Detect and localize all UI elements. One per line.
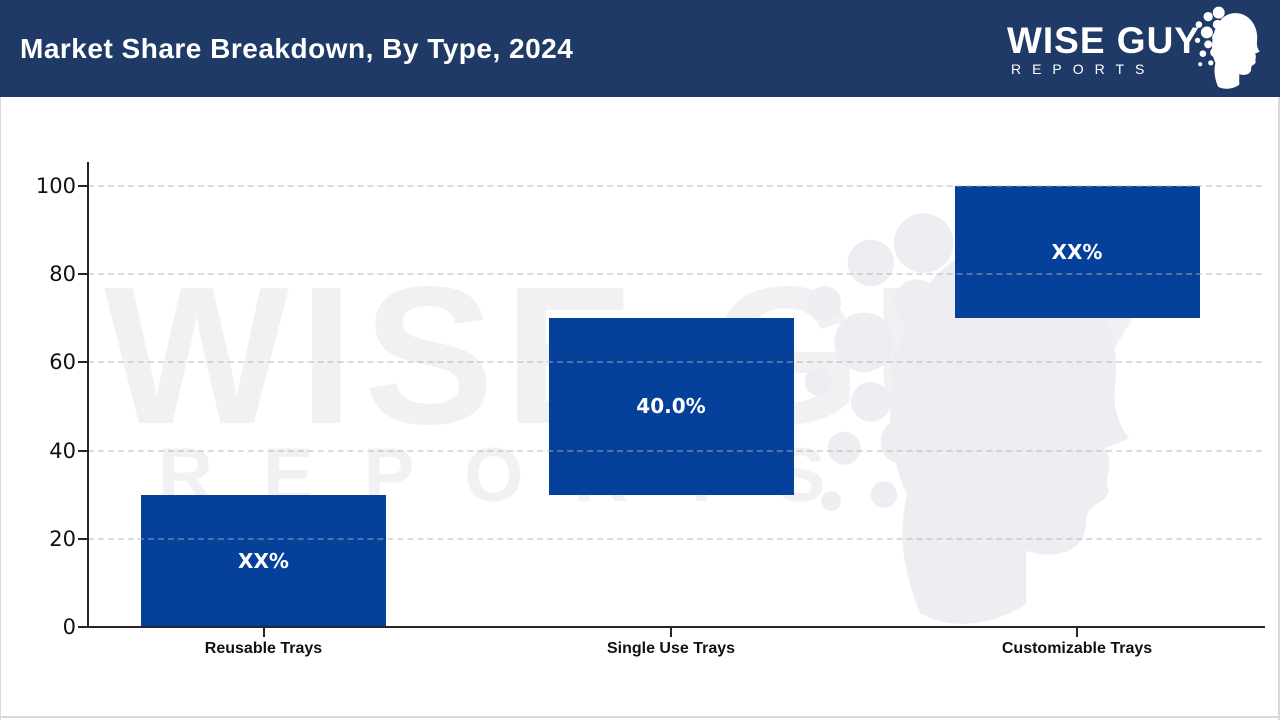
page-bottom-border bbox=[0, 716, 1280, 718]
y-tick-mark-20 bbox=[78, 537, 88, 540]
y-tick-label-0: 0 bbox=[62, 615, 76, 639]
y-tick-label-40: 40 bbox=[49, 438, 76, 463]
y-tick-mark-80 bbox=[78, 273, 88, 276]
bar-value-label-customizable-trays: XX% bbox=[1051, 240, 1103, 265]
gridline-40 bbox=[88, 449, 1262, 452]
x-tick-mark-customizable-trays bbox=[1076, 628, 1078, 637]
header-bar: Market Share Breakdown, By Type, 2024 WI… bbox=[0, 0, 1280, 97]
logo-reports-text: REPORTS bbox=[1010, 60, 1156, 77]
x-tick-label-reusable-trays: Reusable Trays bbox=[204, 640, 323, 657]
y-axis-line bbox=[87, 162, 89, 628]
chart-title: Market Share Breakdown, By Type, 2024 bbox=[20, 32, 574, 64]
x-axis-line bbox=[87, 626, 1265, 628]
y-tick-mark-0 bbox=[78, 626, 88, 628]
x-tick-label-customizable-trays: Customizable Trays bbox=[1001, 640, 1153, 657]
bar-value-label-single-use-trays: 40.0% bbox=[636, 394, 706, 419]
watermark-face-icon bbox=[804, 213, 1129, 624]
gridline-80 bbox=[88, 273, 1262, 276]
bar-reusable-trays: XX% bbox=[141, 494, 386, 627]
logo-wiseguy-text: WISE GUY bbox=[1006, 19, 1200, 61]
wise-guy-reports-logo: WISE GUY REPORTS bbox=[1007, 0, 1270, 97]
bar-value-label-reusable-trays: XX% bbox=[238, 548, 289, 573]
gridline-100 bbox=[88, 185, 1262, 187]
x-tick-label-single-use-trays: Single Use Trays bbox=[606, 640, 736, 657]
bar-single-use-trays: 40.0% bbox=[548, 318, 794, 495]
y-tick-label-100: 100 bbox=[35, 174, 76, 198]
y-tick-mark-100 bbox=[78, 185, 88, 187]
y-tick-mark-60 bbox=[78, 361, 88, 364]
y-tick-mark-40 bbox=[78, 449, 88, 452]
x-tick-mark-single-use-trays bbox=[670, 628, 672, 637]
y-tick-label-60: 60 bbox=[49, 350, 76, 375]
bar-customizable-trays: XX% bbox=[954, 186, 1200, 319]
y-tick-label-20: 20 bbox=[49, 526, 76, 551]
page-left-border bbox=[0, 97, 1, 720]
gridline-60 bbox=[88, 361, 1262, 364]
wise-guy-face-icon bbox=[1194, 6, 1260, 89]
logo-text: WISE GUY REPORTS bbox=[1007, 22, 1200, 76]
y-tick-label-80: 80 bbox=[49, 262, 76, 287]
x-tick-mark-reusable-trays bbox=[262, 628, 265, 637]
gridline-20 bbox=[88, 537, 1262, 540]
page-right-border bbox=[1278, 97, 1280, 720]
